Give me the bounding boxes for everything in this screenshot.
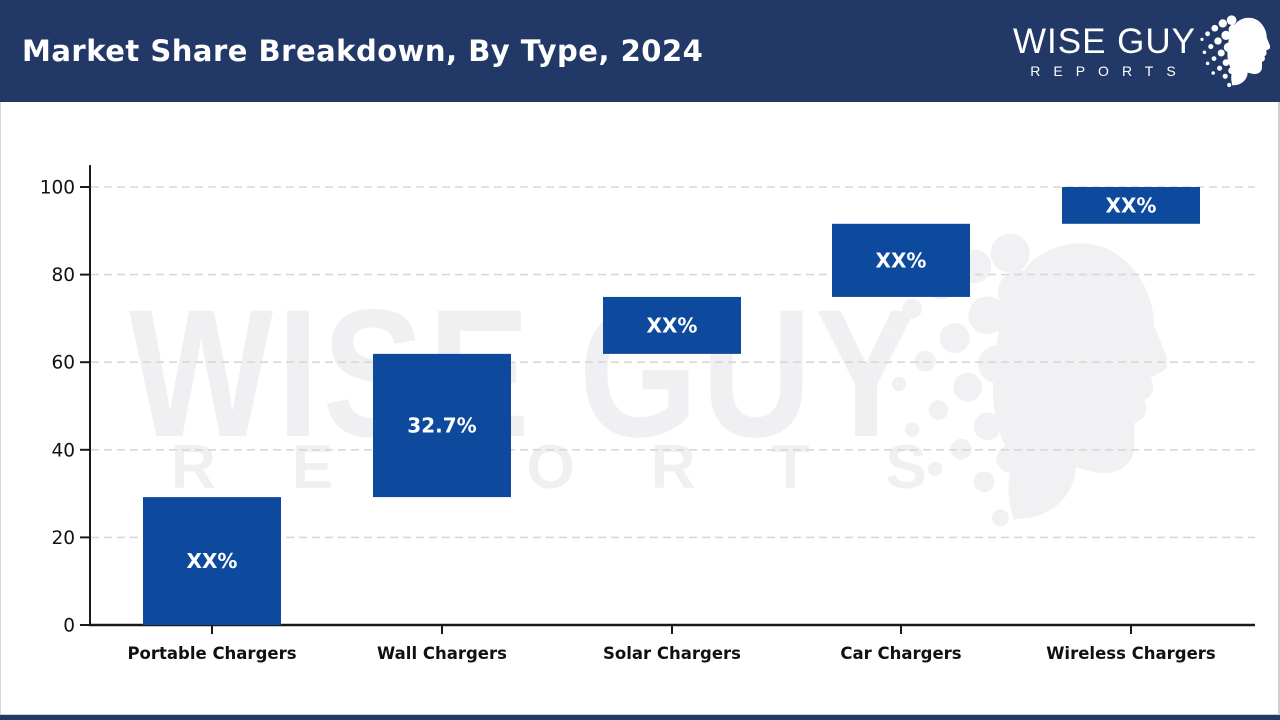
- bar-label-wireless-chargers: XX%: [1106, 193, 1157, 217]
- bar-label-portable-chargers: XX%: [187, 549, 238, 573]
- y-tick-label-80: 80: [51, 265, 75, 286]
- bar-label-car-chargers: XX%: [876, 248, 927, 272]
- category-label-portable-chargers: Portable Chargers: [127, 644, 296, 663]
- y-tick-label-40: 40: [51, 440, 75, 461]
- header-banner: Market Share Breakdown, By Type, 2024 WI…: [0, 0, 1280, 102]
- footer-bar: [0, 715, 1280, 720]
- y-tick-label-0: 0: [63, 616, 75, 637]
- category-label-wireless-chargers: Wireless Chargers: [1046, 644, 1216, 663]
- category-label-car-chargers: Car Chargers: [840, 644, 961, 663]
- logo-text: WISE GUY REPORTS: [1013, 23, 1196, 79]
- watermark-text-line2: REPORTS: [171, 433, 1003, 502]
- bar-label-solar-chargers: XX%: [647, 313, 698, 337]
- bar-portable-chargers: [143, 497, 281, 625]
- category-label-solar-chargers: Solar Chargers: [603, 644, 741, 663]
- bar-wall-chargers: [373, 353, 511, 498]
- y-tick-label-100: 100: [40, 178, 75, 199]
- logo-brand-text: WISE GUY: [1012, 22, 1196, 62]
- wiseguy-head-icon: [1198, 9, 1270, 93]
- logo-sub-text: REPORTS: [1030, 62, 1189, 79]
- y-tick-label-60: 60: [51, 353, 75, 374]
- bar-car-chargers: [832, 223, 970, 297]
- watermark-text-line1: WISE GUY: [129, 271, 921, 475]
- bar-label-wall-chargers: 32.7%: [407, 413, 476, 437]
- bar-solar-chargers: [603, 296, 741, 354]
- wiseguy-logo: WISE GUY REPORTS: [1013, 9, 1270, 93]
- y-tick-label-20: 20: [51, 528, 75, 549]
- chart-title: Market Share Breakdown, By Type, 2024: [22, 34, 704, 68]
- bar-wireless-chargers: [1062, 187, 1200, 224]
- chart-canvas: WISE GUY REPORTS 0 20 40 60 80 100 XX% Portable…: [0, 102, 1280, 715]
- category-label-wall-chargers: Wall Chargers: [377, 644, 507, 663]
- waterfall-chart: 0 20 40 60 80 100 XX% Portable Chargers 32.7% Wal…: [40, 165, 1255, 663]
